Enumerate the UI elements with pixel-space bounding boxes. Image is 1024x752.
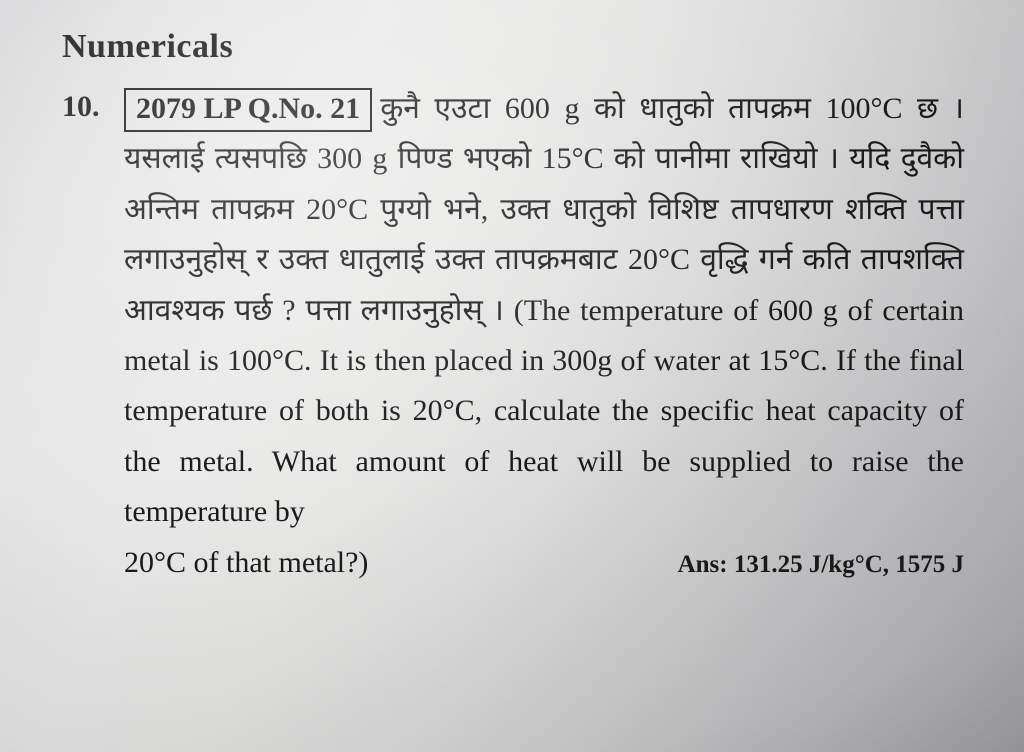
- question-ref-box: 2079 LP Q.No. 21: [124, 88, 372, 132]
- question-number: 10.: [62, 84, 124, 124]
- question-body: 2079 LP Q.No. 21कुनै एउटा 600 g को धातुक…: [124, 84, 964, 588]
- question-text-english: (The temperature of 600 g of certain met…: [124, 294, 964, 529]
- answer-value: 131.25 J/kg°C, 1575 J: [734, 551, 964, 578]
- page: Numericals 10. 2079 LP Q.No. 21कुनै एउटा…: [0, 0, 1024, 752]
- answer-label: Ans:: [678, 551, 728, 578]
- answer: Ans: 131.25 J/kg°C, 1575 J: [658, 544, 964, 586]
- section-heading: Numericals: [62, 28, 964, 66]
- question-text-english-tail: 20°C of that metal?): [124, 538, 368, 588]
- answer-row: 20°C of that metal?) Ans: 131.25 J/kg°C,…: [124, 538, 964, 588]
- question-item: 10. 2079 LP Q.No. 21कुनै एउटा 600 g को ध…: [62, 84, 964, 588]
